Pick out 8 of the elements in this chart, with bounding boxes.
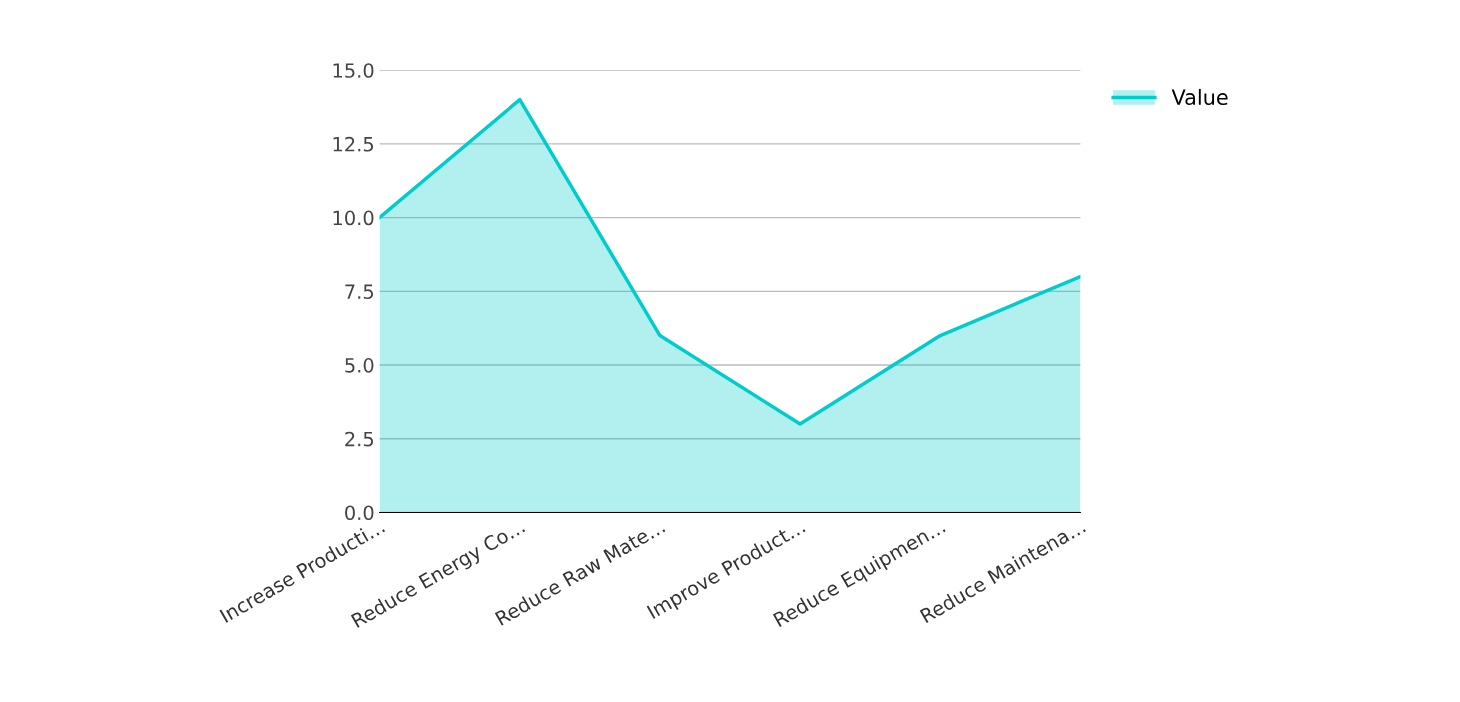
- y-tick-label: 0.0: [345, 505, 374, 521]
- legend-label: Value: [1171, 88, 1228, 106]
- y-tick-label: 2.5: [345, 431, 374, 447]
- y-tick-label: 5.0: [345, 358, 374, 373]
- y-tick-label: 10.0: [333, 210, 374, 226]
- y-tick-label: 12.5: [333, 136, 374, 152]
- y-tick-label: 15.0: [333, 63, 374, 78]
- y-tick-label: 7.5: [345, 284, 374, 299]
